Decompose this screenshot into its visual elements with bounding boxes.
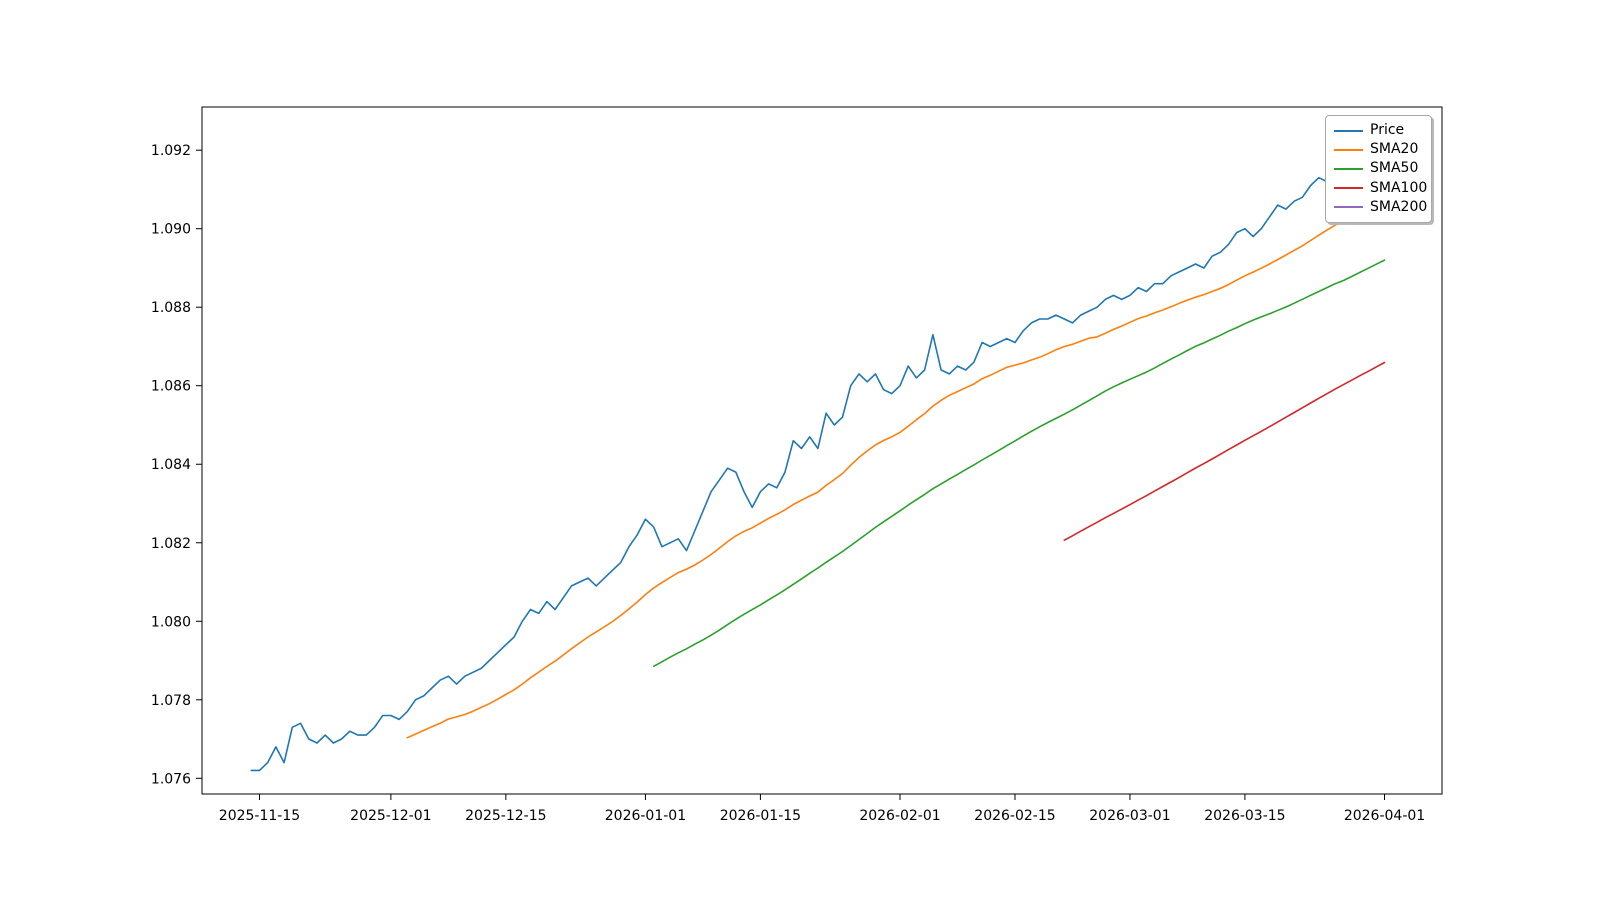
x-axis-tick-label: 2026-02-15: [974, 808, 1055, 824]
x-axis-tick-label: 2026-01-15: [720, 808, 801, 824]
price-line: [250, 157, 1386, 772]
legend-item-label: SMA20: [1370, 141, 1419, 158]
legend-item-sma200: SMA200: [1334, 198, 1427, 217]
x-axis-tick-label: 2026-02-01: [859, 808, 940, 824]
sma50-line: [652, 259, 1386, 668]
plot-border: [201, 106, 1443, 795]
sma100-line-sample-icon: [1334, 187, 1363, 190]
sma100-line: [1063, 361, 1386, 541]
legend-item-sma50: SMA50: [1334, 159, 1423, 178]
legend-item-sma100: SMA100: [1334, 179, 1427, 198]
x-axis-tick-label: 2025-12-15: [465, 808, 546, 824]
x-axis-tick-label: 2026-03-01: [1089, 808, 1170, 824]
x-axis-tick-label: 2026-01-01: [605, 808, 686, 824]
legend-item-label: Price: [1370, 122, 1405, 139]
legend-item-price: Price: [1334, 121, 1423, 140]
sma20-line-sample-icon: [1334, 148, 1363, 151]
x-axis-tick-label: 2025-12-01: [350, 808, 431, 824]
y-axis-tick-label: 1.092: [151, 143, 191, 159]
y-axis-tick-label: 1.084: [151, 457, 191, 473]
y-axis-tick-label: 1.088: [151, 300, 191, 316]
sma20-line: [406, 195, 1386, 739]
y-axis-tick-label: 1.090: [151, 222, 191, 238]
y-axis-tick-label: 1.078: [151, 693, 191, 709]
sma200-line-sample-icon: [1334, 206, 1363, 209]
y-axis-tick-label: 1.076: [151, 771, 191, 787]
sma50-line-sample-icon: [1334, 167, 1363, 170]
legend: Price SMA20 SMA50 SMA100 SMA200: [1325, 115, 1432, 223]
y-axis-tick-label: 1.086: [151, 379, 191, 395]
price-line-sample-icon: [1334, 129, 1363, 132]
x-axis-tick-label: 2025-11-15: [219, 808, 300, 824]
legend-item-sma20: SMA20: [1334, 140, 1423, 159]
y-axis-tick-label: 1.082: [151, 536, 191, 552]
x-axis-tick-label: 2026-04-01: [1344, 808, 1425, 824]
x-axis-tick-label: 2026-03-15: [1204, 808, 1285, 824]
legend-item-label: SMA100: [1370, 179, 1428, 196]
y-axis-tick-label: 1.080: [151, 614, 191, 630]
legend-item-label: SMA200: [1370, 198, 1428, 215]
legend-item-label: SMA50: [1370, 160, 1419, 177]
